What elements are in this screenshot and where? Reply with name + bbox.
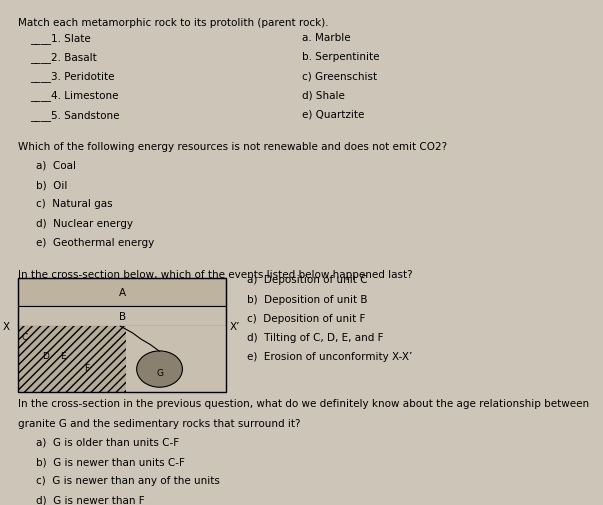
Text: b. Serpentinite: b. Serpentinite	[302, 52, 379, 62]
Text: X: X	[2, 322, 10, 331]
Text: In the cross-section in the previous question, what do we definitely know about : In the cross-section in the previous que…	[18, 399, 589, 409]
Text: c) Greenschist: c) Greenschist	[302, 71, 377, 81]
Ellipse shape	[137, 351, 183, 387]
Text: c)  Natural gas: c) Natural gas	[36, 199, 113, 209]
Text: b)  G is newer than units C-F: b) G is newer than units C-F	[36, 457, 185, 466]
Text: ____5. Sandstone: ____5. Sandstone	[30, 110, 119, 121]
Text: d)  G is newer than F: d) G is newer than F	[36, 495, 145, 504]
Text: E: E	[60, 351, 66, 361]
Text: a)  Deposition of unit C: a) Deposition of unit C	[247, 275, 368, 285]
Text: In the cross-section below, which of the events listed below happened last?: In the cross-section below, which of the…	[18, 269, 412, 279]
Text: a. Marble: a. Marble	[302, 33, 350, 43]
Text: d)  Tilting of C, D, E, and F: d) Tilting of C, D, E, and F	[247, 332, 384, 342]
Text: granite G and the sedimentary rocks that surround it?: granite G and the sedimentary rocks that…	[18, 418, 300, 428]
Bar	[18, 279, 226, 306]
Bar	[18, 279, 226, 392]
Text: ____3. Peridotite: ____3. Peridotite	[30, 71, 115, 82]
Text: F: F	[84, 363, 89, 372]
Bar	[18, 327, 126, 392]
Text: c)  G is newer than any of the units: c) G is newer than any of the units	[36, 476, 220, 485]
Bar	[18, 306, 226, 327]
Text: e)  Erosion of unconformity X-X’: e) Erosion of unconformity X-X’	[247, 351, 412, 362]
Text: ____4. Limestone: ____4. Limestone	[30, 90, 119, 102]
Text: G: G	[156, 369, 163, 377]
Text: C: C	[21, 332, 27, 341]
Text: ____2. Basalt: ____2. Basalt	[30, 52, 97, 63]
Text: X’: X’	[230, 322, 241, 331]
Bar	[18, 279, 226, 392]
Text: Which of the following energy resources is not renewable and does not emit CO2?: Which of the following energy resources …	[18, 141, 447, 152]
Text: e) Quartzite: e) Quartzite	[302, 110, 364, 120]
Text: A: A	[119, 287, 125, 297]
Text: a)  G is older than units C-F: a) G is older than units C-F	[36, 437, 179, 447]
Text: a)  Coal: a) Coal	[36, 161, 76, 171]
Text: d)  Nuclear energy: d) Nuclear energy	[36, 218, 133, 228]
Text: ____1. Slate: ____1. Slate	[30, 33, 91, 44]
Text: c)  Deposition of unit F: c) Deposition of unit F	[247, 313, 365, 323]
Text: d) Shale: d) Shale	[302, 90, 344, 100]
Text: D: D	[42, 351, 49, 361]
Text: e)  Geothermal energy: e) Geothermal energy	[36, 237, 154, 247]
Bar	[126, 327, 226, 392]
Text: Match each metamorphic rock to its protolith (parent rock).: Match each metamorphic rock to its proto…	[18, 18, 329, 28]
Text: b)  Deposition of unit B: b) Deposition of unit B	[247, 294, 368, 304]
Text: b)  Oil: b) Oil	[36, 180, 68, 190]
Text: B: B	[119, 311, 125, 321]
